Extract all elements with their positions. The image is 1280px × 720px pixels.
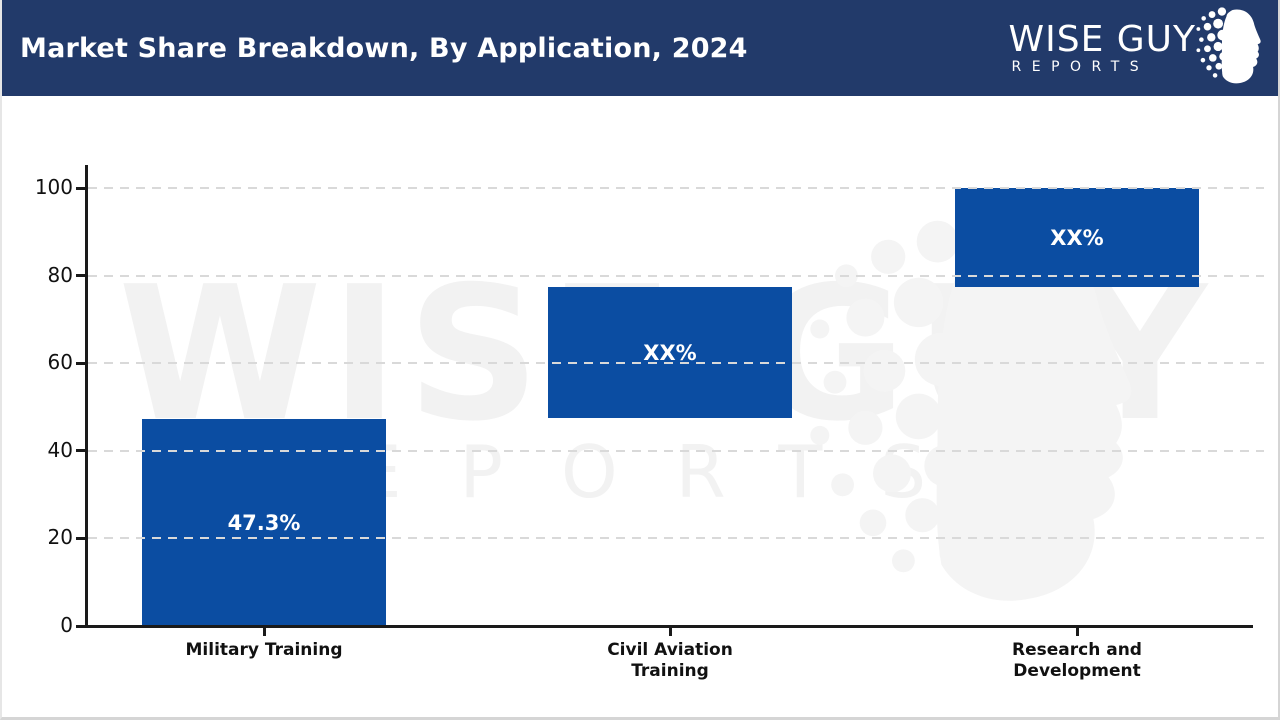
bar-value-label: XX% bbox=[1050, 225, 1104, 250]
chart-bar bbox=[548, 287, 792, 418]
chart-bar bbox=[142, 419, 386, 626]
x-axis-line bbox=[85, 625, 1253, 628]
y-tick-mark bbox=[76, 449, 85, 452]
logo-text: WISE GUY REPORTS bbox=[1008, 18, 1197, 76]
x-tick-label-line: Military Training bbox=[185, 640, 343, 660]
header: Market Share Breakdown, By Application, … bbox=[0, 0, 1280, 96]
gridline-80 bbox=[88, 275, 1264, 277]
y-tick-label: 40 bbox=[47, 438, 73, 462]
gridline-40 bbox=[88, 450, 1264, 452]
y-tick-label: 100 bbox=[34, 175, 73, 199]
y-tick-mark bbox=[76, 187, 85, 190]
x-tick-label-line: Civil Aviation bbox=[607, 640, 733, 660]
x-tick-mark bbox=[1076, 628, 1079, 636]
bar-value-label: 47.3% bbox=[227, 510, 301, 535]
chart-bar bbox=[955, 188, 1199, 287]
y-tick-mark bbox=[76, 537, 85, 540]
y-tick-label: 80 bbox=[47, 263, 73, 287]
wise-guy-reports-logo: WISE GUY REPORTS bbox=[1009, 5, 1267, 91]
gridline-60 bbox=[88, 362, 1264, 364]
y-tick-label: 0 bbox=[60, 613, 73, 637]
dotted-face-icon bbox=[1190, 5, 1266, 91]
x-tick-label-line: Training bbox=[631, 661, 709, 681]
gridline-20 bbox=[88, 537, 1264, 539]
bar-value-label: XX% bbox=[643, 340, 697, 365]
y-tick-label: 20 bbox=[47, 525, 73, 549]
x-tick-label: Civil Aviation Training bbox=[540, 640, 800, 682]
x-tick-label: Research and Development bbox=[947, 640, 1207, 682]
y-tick-mark bbox=[76, 274, 85, 277]
y-tick-mark bbox=[76, 362, 85, 365]
gridline-100 bbox=[88, 187, 1264, 189]
logo-wordmark: WISE GUY bbox=[1008, 18, 1196, 60]
y-tick-label: 60 bbox=[47, 350, 73, 374]
x-tick-label: Military Training bbox=[134, 640, 394, 661]
x-tick-label-line: Development bbox=[1013, 661, 1141, 681]
x-tick-mark bbox=[669, 628, 672, 636]
y-axis-line bbox=[85, 165, 88, 628]
x-tick-label-line: Research and bbox=[1012, 640, 1142, 660]
logo-subtext: REPORTS bbox=[1011, 59, 1150, 76]
page-title: Market Share Breakdown, By Application, … bbox=[20, 32, 748, 64]
y-tick-mark bbox=[76, 625, 85, 628]
x-tick-mark bbox=[263, 628, 266, 636]
